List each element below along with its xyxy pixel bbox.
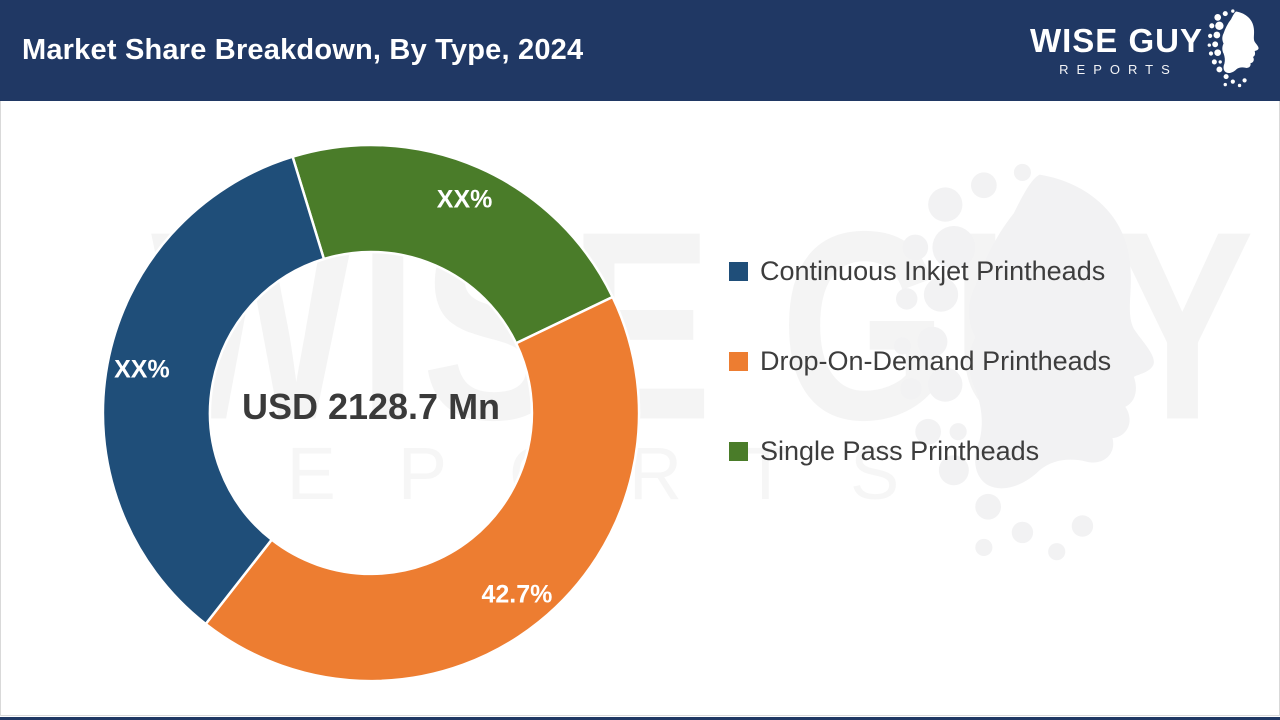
legend-swatch-orange <box>729 351 748 371</box>
donut-segment-label-2: XX% <box>114 355 170 384</box>
legend-label: Single Pass Printheads <box>760 435 1040 466</box>
donut-segment-label-0: XX% <box>436 185 493 214</box>
legend-item-single-pass: Single Pass Printheads <box>729 434 1111 468</box>
page-title: Market Share Breakdown, By Type, 2024 <box>22 34 584 66</box>
legend-item-continuous-inkjet: Continuous Inkjet Printheads <box>729 254 1111 288</box>
footer-bar <box>0 717 1280 720</box>
brand-subtitle: REPORTS <box>1059 62 1178 77</box>
brand-name: WISE GUY <box>1029 22 1203 59</box>
donut-segment-label-1: 42.7% <box>481 580 553 609</box>
donut-center-value: USD 2128.7 Mn <box>241 386 501 427</box>
legend-label: Drop-On-Demand Printheads <box>760 345 1112 376</box>
legend-swatch-green <box>729 441 748 461</box>
header-bar: Market Share Breakdown, By Type, 2024 WI… <box>0 0 1280 101</box>
chart-legend: Continuous Inkjet Printheads Drop-On-Dem… <box>729 254 1111 524</box>
brand-logo: WISE GUY REPORTS <box>1030 8 1264 93</box>
legend-item-drop-on-demand: Drop-On-Demand Printheads <box>729 344 1111 378</box>
legend-label: Continuous Inkjet Printheads <box>760 255 1106 286</box>
brand-text: WISE GUY REPORTS <box>1030 24 1203 77</box>
brand-face-icon <box>1207 8 1259 87</box>
legend-swatch-blue <box>729 261 748 281</box>
